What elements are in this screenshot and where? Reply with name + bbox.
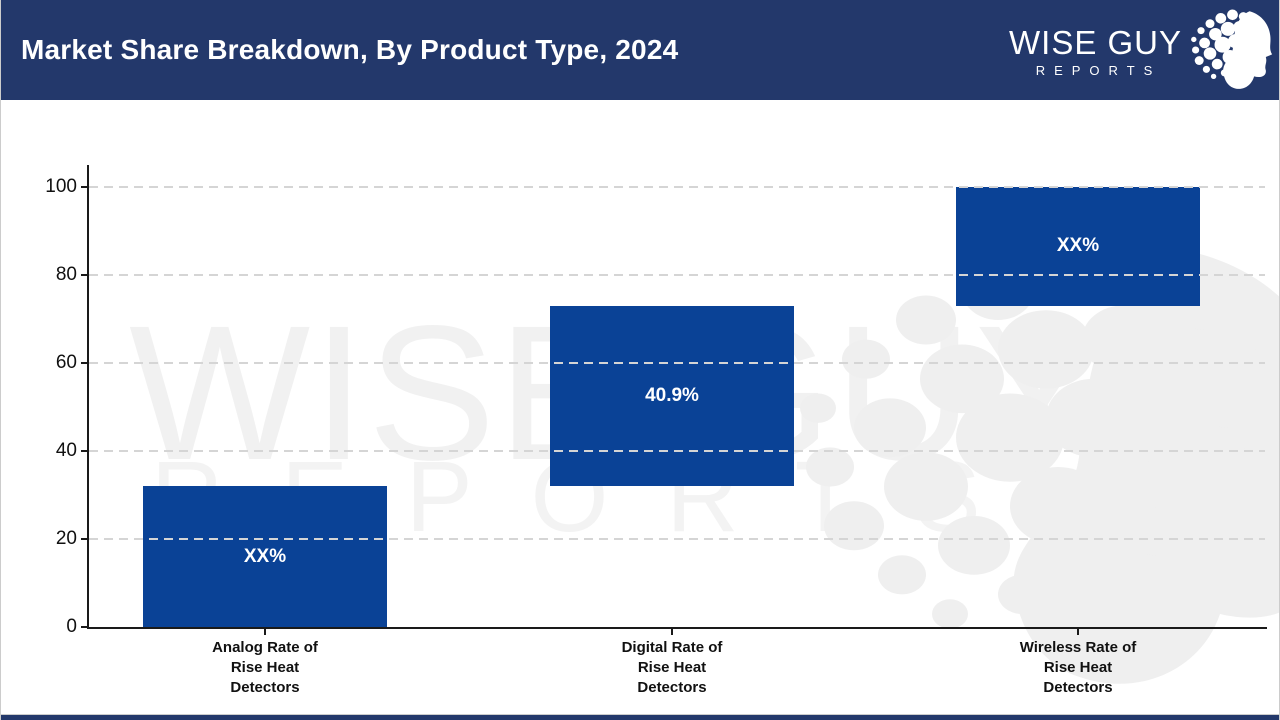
y-tick-label: 100 [45, 175, 77, 197]
bar-segment: 40.9% [550, 305, 794, 487]
brand-logo-text: WISE GUY REPORTS [1009, 24, 1183, 79]
bar-value-label: XX% [243, 545, 287, 567]
x-category-label: Analog Rate of Rise Heat Detectors [212, 639, 318, 696]
grid-line [89, 449, 1265, 452]
x-tick-mark [264, 627, 266, 635]
x-axis-line [87, 627, 1267, 629]
brand-logo-wiseguy: WISE GUY [1009, 24, 1183, 61]
header-banner: Market Share Breakdown, By Product Type,… [1, 0, 1279, 100]
y-tick-mark [81, 185, 89, 188]
y-axis-line [87, 165, 89, 629]
x-tick-mark [671, 627, 673, 635]
x-category-label: Wireless Rate of Rise Heat Detectors [1019, 639, 1137, 696]
y-tick-label: 80 [55, 263, 77, 285]
y-tick-label: 20 [55, 527, 77, 549]
y-tick-mark [81, 537, 89, 540]
y-tick-mark [81, 626, 89, 628]
bar-segment: XX% [143, 486, 387, 627]
brand-logo-reports: REPORTS [1035, 63, 1162, 78]
footer-hairline [1, 714, 1279, 715]
x-category-label: Digital Rate of Rise Heat Detectors [621, 639, 723, 696]
y-tick-label: 60 [55, 351, 77, 373]
grid-line [89, 537, 1265, 540]
y-tick-label: 0 [66, 616, 77, 637]
y-tick-mark [81, 273, 89, 276]
footer-bar [1, 715, 1279, 720]
bar-value-label: XX% [1056, 235, 1100, 257]
grid-line [89, 273, 1265, 276]
x-tick-mark [1077, 627, 1079, 635]
bar-value-label: 40.9% [645, 384, 699, 406]
page-title: Market Share Breakdown, By Product Type,… [21, 34, 679, 65]
y-tick-label: 40 [55, 439, 77, 461]
y-tick-mark [81, 361, 89, 364]
brand-head-icon [1191, 9, 1273, 89]
brand-logo: WISE GUY REPORTS [1001, 4, 1273, 96]
y-tick-mark [81, 449, 89, 452]
grid-line [89, 185, 1265, 188]
grid-line [89, 361, 1265, 364]
bar-segment: XX% [956, 186, 1200, 306]
